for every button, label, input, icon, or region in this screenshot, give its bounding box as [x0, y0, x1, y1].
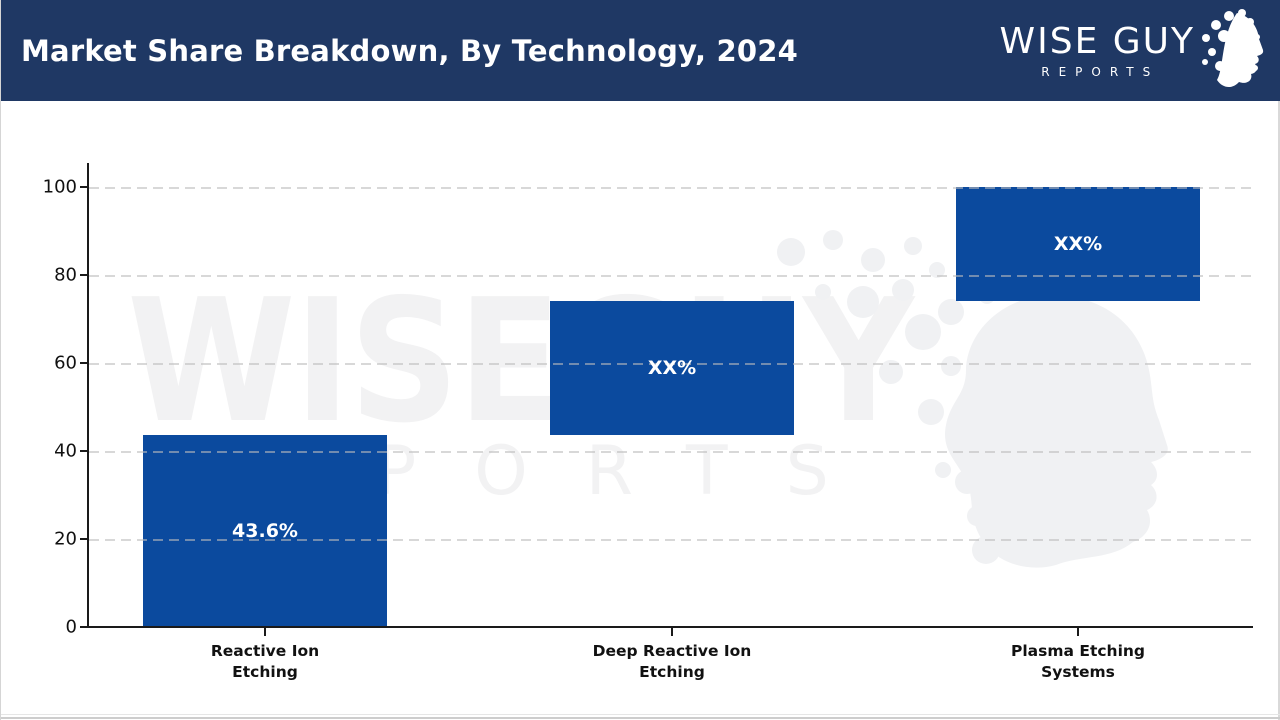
y-tick-label: 100 — [42, 176, 77, 198]
gridline — [89, 275, 1253, 277]
gridline — [89, 363, 1253, 365]
gridline — [89, 451, 1253, 453]
x-tick-mark — [1077, 628, 1079, 636]
y-tick-label: 60 — [54, 352, 77, 374]
bottom-border — [1, 717, 1280, 719]
x-axis-label-deep-reactive-ion-etching: Deep Reactive Ion Etching — [593, 641, 752, 682]
x-label-line1: Deep Reactive Ion — [592, 642, 752, 660]
x-label-line2: Etching — [639, 662, 705, 681]
brand-tagline: REPORTS — [1041, 64, 1160, 79]
bar-deep-reactive-ion-etching — [550, 300, 794, 436]
bottom-hairline — [1, 714, 1280, 715]
y-tick-mark — [80, 450, 89, 452]
x-axis-spine — [87, 626, 1253, 628]
bar-value-label: 43.6% — [232, 520, 298, 543]
y-tick-mark — [80, 186, 89, 188]
y-tick-label: 80 — [54, 264, 77, 286]
chart-title: Market Share Breakdown, By Technology, 2… — [21, 33, 799, 68]
bar-plasma-etching-systems — [956, 187, 1200, 301]
x-axis-label-reactive-ion-etching: Reactive Ion Etching — [211, 641, 319, 682]
y-tick-mark — [80, 626, 89, 628]
y-tick-label: 0 — [65, 616, 77, 638]
y-tick-mark — [80, 274, 89, 276]
brand-logo: WISE GUY REPORTS — [1000, 7, 1266, 95]
gridline — [89, 539, 1253, 541]
brand-face-icon — [1202, 8, 1264, 87]
x-label-line1: Reactive Ion — [210, 642, 320, 660]
y-tick-mark — [80, 538, 89, 540]
y-axis-spine — [87, 163, 89, 628]
y-tick-mark — [80, 362, 89, 364]
x-label-line2: Systems — [1041, 662, 1115, 681]
gridline — [89, 187, 1253, 189]
x-label-line2: Etching — [232, 662, 298, 681]
brand-name: WISE GUY — [999, 20, 1195, 62]
y-tick-label: 40 — [54, 440, 77, 462]
brand-text: WISE GUY REPORTS — [999, 20, 1196, 79]
bar-value-label: XX% — [647, 356, 697, 379]
bar-reactive-ion-etching — [143, 435, 387, 627]
app-header: Market Share Breakdown, By Technology, 2… — [1, 0, 1280, 101]
bar-value-label: XX% — [1053, 232, 1103, 255]
y-tick-label: 20 — [54, 528, 77, 550]
x-tick-mark — [264, 628, 266, 636]
x-axis-label-plasma-etching-systems: Plasma Etching Systems — [1011, 641, 1145, 682]
watermark-text-wise: WISE — [127, 263, 562, 461]
x-tick-mark — [671, 628, 673, 636]
x-label-line1: Plasma Etching — [1010, 642, 1146, 660]
